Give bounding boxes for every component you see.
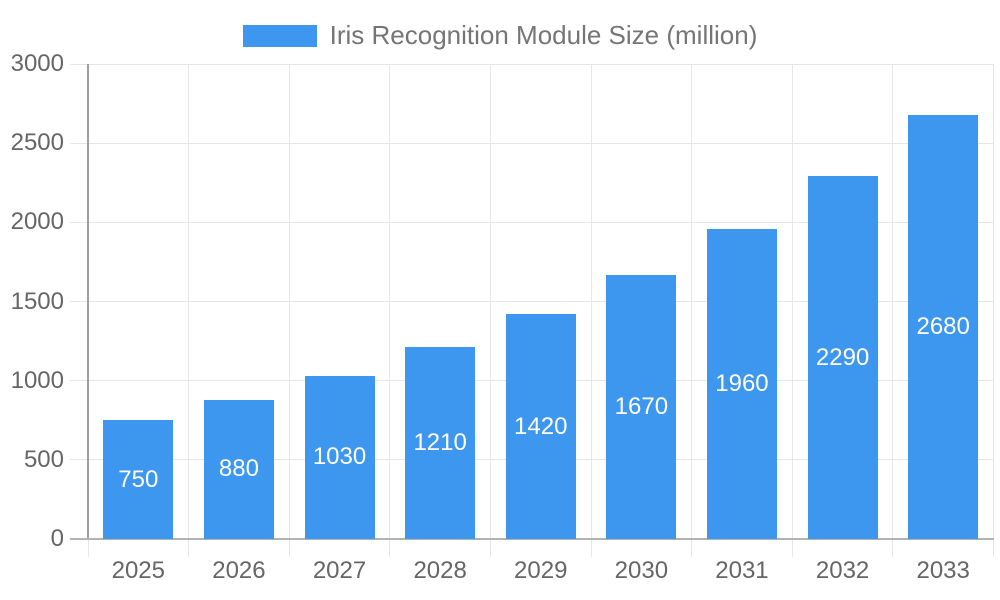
x-gridline — [389, 64, 391, 557]
y-gridline — [70, 221, 994, 223]
x-gridline — [892, 64, 894, 557]
y-axis-label: 1000 — [10, 366, 64, 394]
legend-swatch-icon — [242, 24, 317, 47]
x-axis-label: 2028 — [413, 557, 467, 584]
bar-2032[interactable] — [807, 176, 878, 539]
x-gridline — [791, 64, 793, 557]
y-gridline — [70, 63, 994, 65]
bar-2031[interactable] — [706, 228, 777, 539]
y-axis-label: 3000 — [10, 50, 64, 77]
x-gridline — [993, 64, 994, 557]
bar-2025[interactable] — [103, 420, 174, 539]
bar-2028[interactable] — [405, 347, 476, 539]
x-axis-label: 2027 — [312, 557, 367, 584]
bar-2033[interactable] — [908, 114, 979, 539]
chart-legend[interactable]: Iris Recognition Module Size (million) — [0, 20, 1000, 51]
y-axis-label: 500 — [23, 445, 64, 473]
bar-2027[interactable] — [304, 375, 375, 539]
x-axis-label: 2032 — [815, 557, 870, 584]
bar-2030[interactable] — [606, 274, 677, 539]
y-axis-label: 2000 — [10, 208, 64, 236]
y-gridline — [70, 142, 994, 144]
y-axis-label: 0 — [50, 525, 64, 552]
x-gridline — [691, 64, 693, 557]
x-axis-label: 2031 — [715, 557, 769, 584]
x-gridline — [188, 64, 190, 557]
x-axis-label: 2029 — [514, 557, 568, 584]
x-gridline — [489, 64, 491, 557]
x-axis-label: 2025 — [111, 557, 165, 584]
x-axis-line — [70, 538, 994, 540]
y-axis-label: 2500 — [10, 129, 64, 157]
bar-2029[interactable] — [505, 314, 576, 539]
y-axis-label: 1500 — [10, 287, 64, 315]
bar-2026[interactable] — [203, 399, 274, 539]
x-gridline — [590, 64, 592, 557]
x-axis-label: 2026 — [212, 557, 266, 584]
x-gridline — [288, 64, 290, 557]
y-axis-line — [87, 64, 89, 539]
y-gridline — [70, 301, 994, 302]
x-axis-label: 2030 — [614, 557, 669, 584]
legend-label: Iris Recognition Module Size (million) — [329, 20, 758, 50]
x-axis-label: 2033 — [916, 557, 970, 584]
